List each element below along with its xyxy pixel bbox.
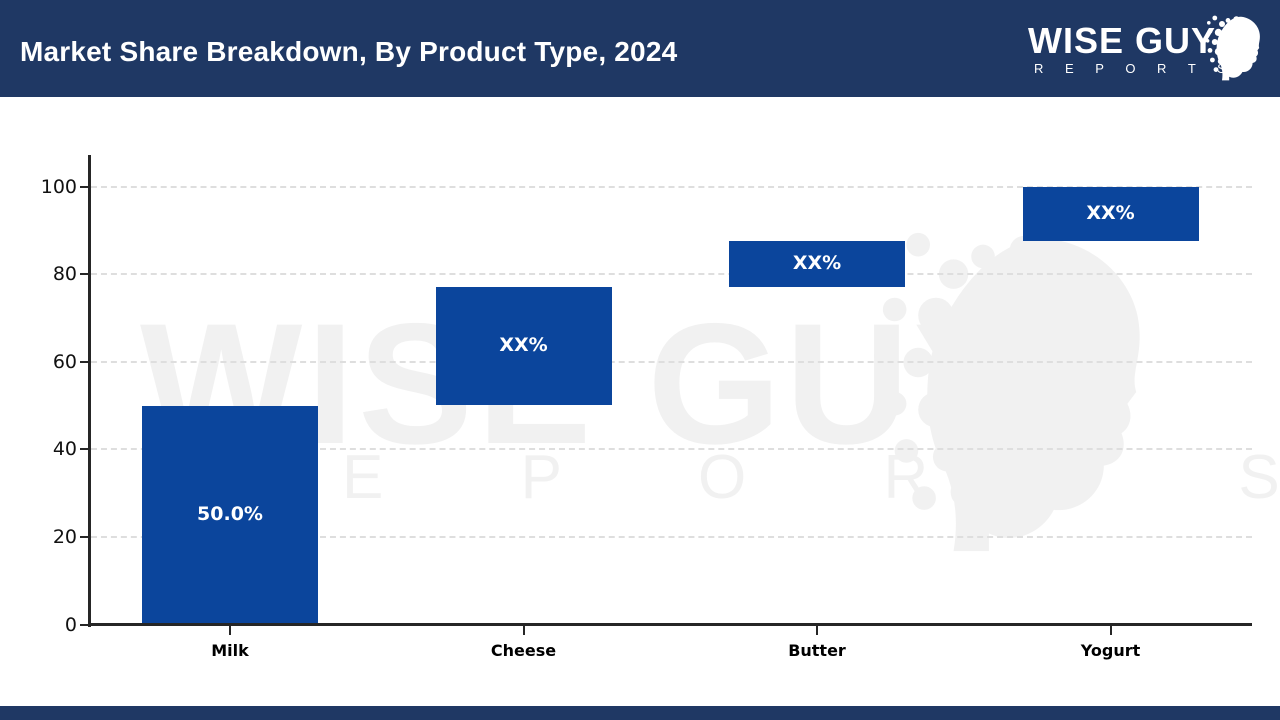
brand-logo-subtext: R E P O R T S xyxy=(1034,61,1235,76)
bar-cheese: XX% xyxy=(435,287,612,406)
y-tick-label: 60 xyxy=(52,350,77,373)
y-tick xyxy=(80,185,89,188)
x-tick xyxy=(522,625,525,635)
y-tick xyxy=(80,273,89,276)
page-title: Market Share Breakdown, By Product Type,… xyxy=(20,36,678,67)
y-tick-label: 40 xyxy=(52,438,77,461)
y-gridline xyxy=(91,273,1252,276)
y-gridline xyxy=(91,360,1252,363)
bar-value-label: XX% xyxy=(792,252,842,275)
y-gridline xyxy=(91,185,1252,188)
y-gridline xyxy=(91,448,1252,451)
wise-guy-face-icon xyxy=(1205,15,1260,81)
bar-butter: XX% xyxy=(729,241,905,288)
x-axis-spine xyxy=(88,623,1252,626)
x-category-label: Cheese xyxy=(490,640,557,660)
x-category-label: Yogurt xyxy=(1080,640,1141,660)
watermark-face-icon xyxy=(874,232,1140,552)
x-tick xyxy=(1109,625,1112,635)
y-tick xyxy=(80,623,89,626)
bar-value-label: XX% xyxy=(499,334,548,357)
brand-logo-wordmark: WISE GUY xyxy=(1028,20,1217,61)
y-tick xyxy=(80,360,89,363)
y-axis-spine xyxy=(88,155,91,627)
y-tick-label: 80 xyxy=(52,263,77,286)
y-tick-label: 20 xyxy=(52,525,77,548)
x-tick xyxy=(229,625,231,635)
y-gridline xyxy=(91,535,1252,538)
bar-yogurt: XX% xyxy=(1022,186,1199,242)
y-tick-label: 0 xyxy=(64,613,77,636)
chart-canvas: WISE GUY R E P O R T S 0 20 40 60 80 100 50.0%… xyxy=(0,97,1280,706)
bar-value-label: XX% xyxy=(1086,201,1135,224)
header-band: Market Share Breakdown, By Product Type,… xyxy=(0,0,1280,97)
y-tick-label: 100 xyxy=(40,175,77,198)
brand-logo: WISE GUY R E P O R T S xyxy=(1028,0,1268,97)
y-tick xyxy=(80,448,89,451)
bar-milk: 50.0% xyxy=(142,405,318,625)
footer-band xyxy=(0,706,1280,720)
y-tick xyxy=(80,535,89,538)
x-category-label: Butter xyxy=(788,640,846,660)
bar-value-label: 50.0% xyxy=(197,503,263,525)
x-category-label: Milk xyxy=(211,640,249,660)
x-tick xyxy=(816,625,818,635)
